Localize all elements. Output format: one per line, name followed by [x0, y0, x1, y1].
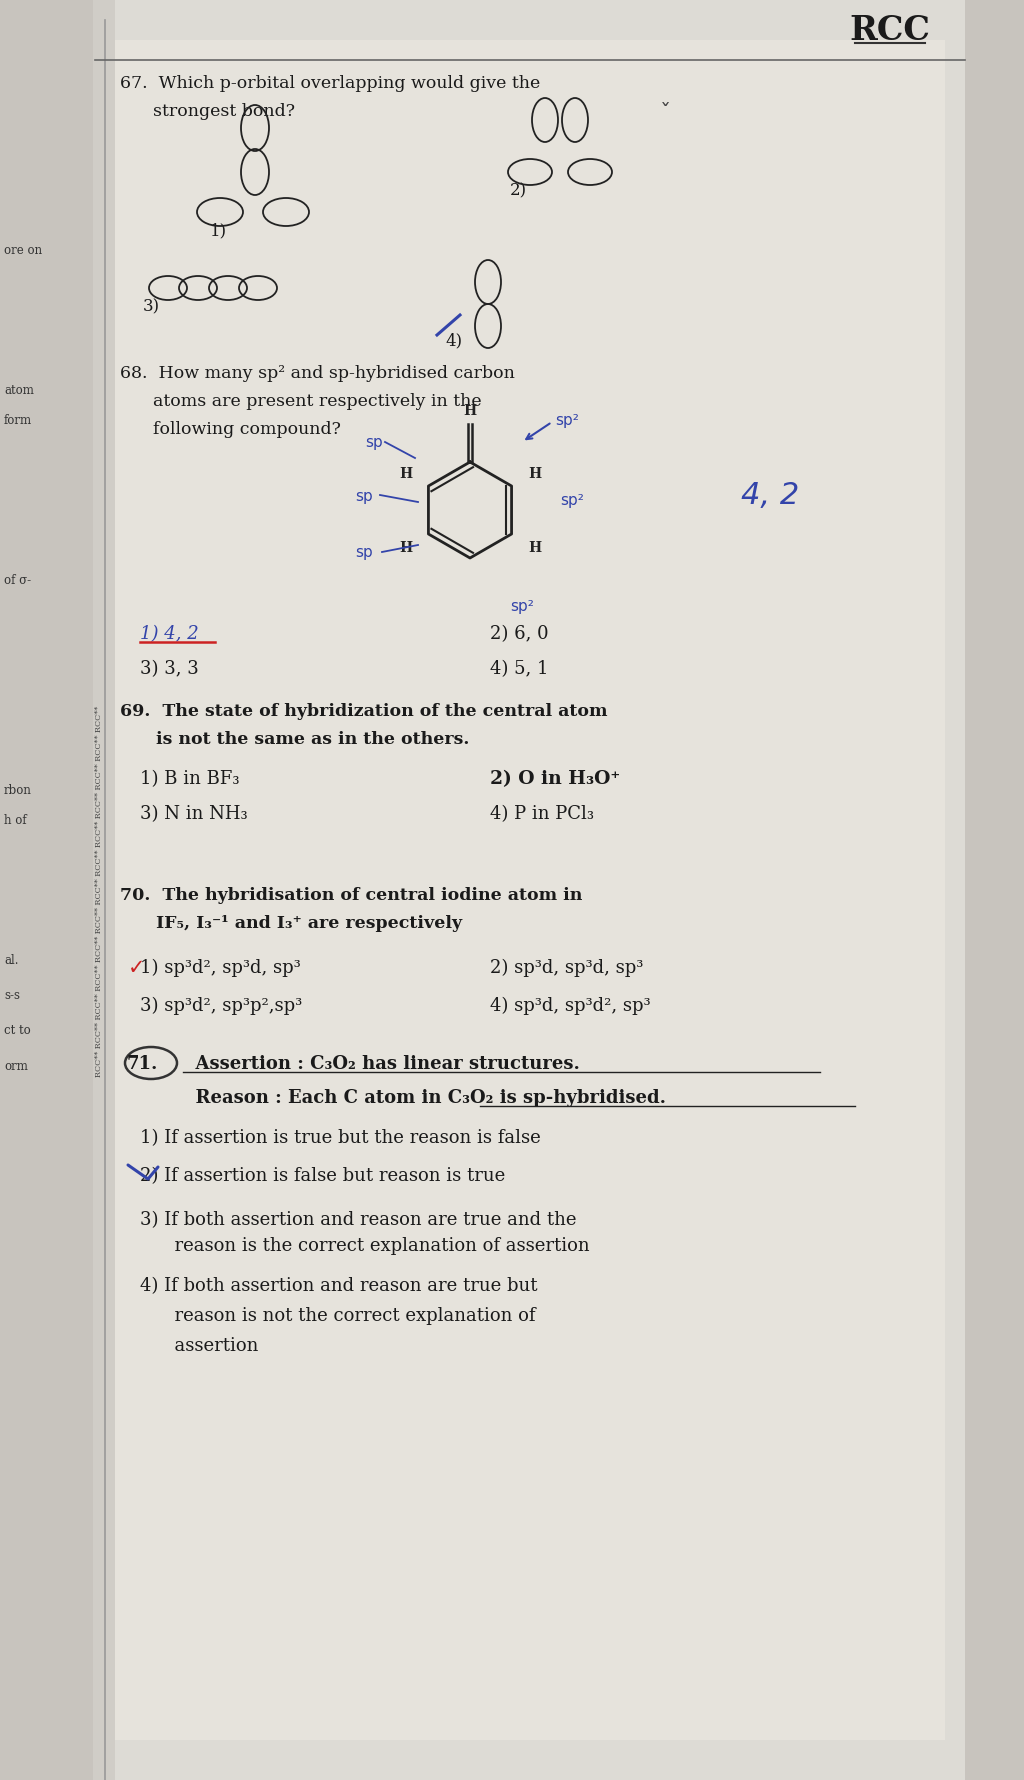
Text: 2): 2) [510, 182, 527, 199]
Text: 4, 2: 4, 2 [741, 481, 799, 511]
Text: H: H [399, 541, 412, 555]
Text: H: H [399, 466, 412, 481]
Text: 1): 1) [210, 222, 227, 239]
Text: 70.  The hybridisation of central iodine atom in: 70. The hybridisation of central iodine … [120, 886, 583, 904]
Text: 67.  Which p-orbital overlapping would give the: 67. Which p-orbital overlapping would gi… [120, 75, 541, 91]
Text: of σ-: of σ- [4, 575, 31, 587]
Text: Reason : Each C atom in C₃O₂ is sp-hybridised.: Reason : Each C atom in C₃O₂ is sp-hybri… [183, 1088, 666, 1107]
Text: sp²: sp² [555, 413, 579, 429]
Text: 1) If assertion is true but the reason is false: 1) If assertion is true but the reason i… [140, 1129, 541, 1146]
Text: 3) 3, 3: 3) 3, 3 [140, 660, 199, 678]
Text: ˇ: ˇ [660, 103, 671, 123]
Text: 1) sp³d², sp³d, sp³: 1) sp³d², sp³d, sp³ [140, 958, 301, 977]
Text: 1) B in BF₃: 1) B in BF₃ [140, 769, 240, 787]
Text: 4): 4) [445, 333, 462, 349]
Text: 4) P in PCl₃: 4) P in PCl₃ [490, 805, 594, 822]
Text: 69.  The state of hybridization of the central atom: 69. The state of hybridization of the ce… [120, 701, 607, 719]
Text: ct to: ct to [4, 1023, 31, 1038]
Text: RCC: RCC [850, 14, 931, 48]
Text: strongest bond?: strongest bond? [120, 103, 295, 119]
Text: RCC** RCC** RCC** RCC** RCC** RCC** RCC** RCC** RCC** RCC** RCC** RCC** RCC**: RCC** RCC** RCC** RCC** RCC** RCC** RCC*… [95, 705, 103, 1077]
Text: 1) 4, 2: 1) 4, 2 [140, 625, 199, 643]
Text: h of: h of [4, 813, 27, 828]
Text: 3) If both assertion and reason are true and the: 3) If both assertion and reason are true… [140, 1210, 577, 1228]
Text: sp: sp [355, 488, 373, 504]
Text: 3) N in NH₃: 3) N in NH₃ [140, 805, 248, 822]
Text: atom: atom [4, 384, 34, 397]
Text: s-s: s-s [4, 990, 20, 1002]
Text: 3): 3) [143, 299, 160, 315]
Text: sp²: sp² [560, 493, 584, 509]
Text: 2) sp³d, sp³d, sp³: 2) sp³d, sp³d, sp³ [490, 958, 643, 977]
Text: sp: sp [355, 545, 373, 561]
Text: rbon: rbon [4, 783, 32, 797]
Bar [93, 0, 115, 1780]
Text: assertion: assertion [140, 1337, 258, 1355]
Text: ✓: ✓ [128, 958, 145, 977]
Text: atoms are present respectively in the: atoms are present respectively in the [120, 392, 481, 409]
Text: sp: sp [365, 436, 383, 450]
Text: reason is not the correct explanation of: reason is not the correct explanation of [140, 1307, 536, 1324]
Text: IF₅, I₃⁻¹ and I₃⁺ are respectively: IF₅, I₃⁻¹ and I₃⁺ are respectively [120, 915, 462, 933]
Text: 3) sp³d², sp³p²,sp³: 3) sp³d², sp³p²,sp³ [140, 997, 302, 1015]
Text: ore on: ore on [4, 244, 42, 258]
Text: 2) O in H₃O⁺: 2) O in H₃O⁺ [490, 769, 621, 787]
Text: 2) 6, 0: 2) 6, 0 [490, 625, 549, 643]
Text: form: form [4, 415, 32, 427]
Text: following compound?: following compound? [120, 420, 341, 438]
Bar [95, 0, 965, 1780]
Text: is not the same as in the others.: is not the same as in the others. [120, 730, 469, 748]
Text: sp²: sp² [510, 598, 534, 612]
Text: 4) sp³d, sp³d², sp³: 4) sp³d, sp³d², sp³ [490, 997, 650, 1015]
Text: 4) If both assertion and reason are true but: 4) If both assertion and reason are true… [140, 1276, 538, 1294]
Text: Assertion : C₃O₂ has linear structures.: Assertion : C₃O₂ has linear structures. [183, 1054, 580, 1072]
Text: al.: al. [4, 954, 18, 967]
Text: 2) If assertion is false but reason is true: 2) If assertion is false but reason is t… [140, 1166, 505, 1184]
Text: orm: orm [4, 1059, 28, 1072]
Text: reason is the correct explanation of assertion: reason is the correct explanation of ass… [140, 1237, 590, 1255]
Bar [105, 41, 945, 1741]
Text: 71.: 71. [127, 1054, 159, 1072]
Text: H: H [464, 404, 476, 418]
Text: H: H [527, 541, 541, 555]
Text: 68.  How many sp² and sp-hybridised carbon: 68. How many sp² and sp-hybridised carbo… [120, 365, 515, 381]
Text: H: H [527, 466, 541, 481]
Text: 4) 5, 1: 4) 5, 1 [490, 660, 549, 678]
